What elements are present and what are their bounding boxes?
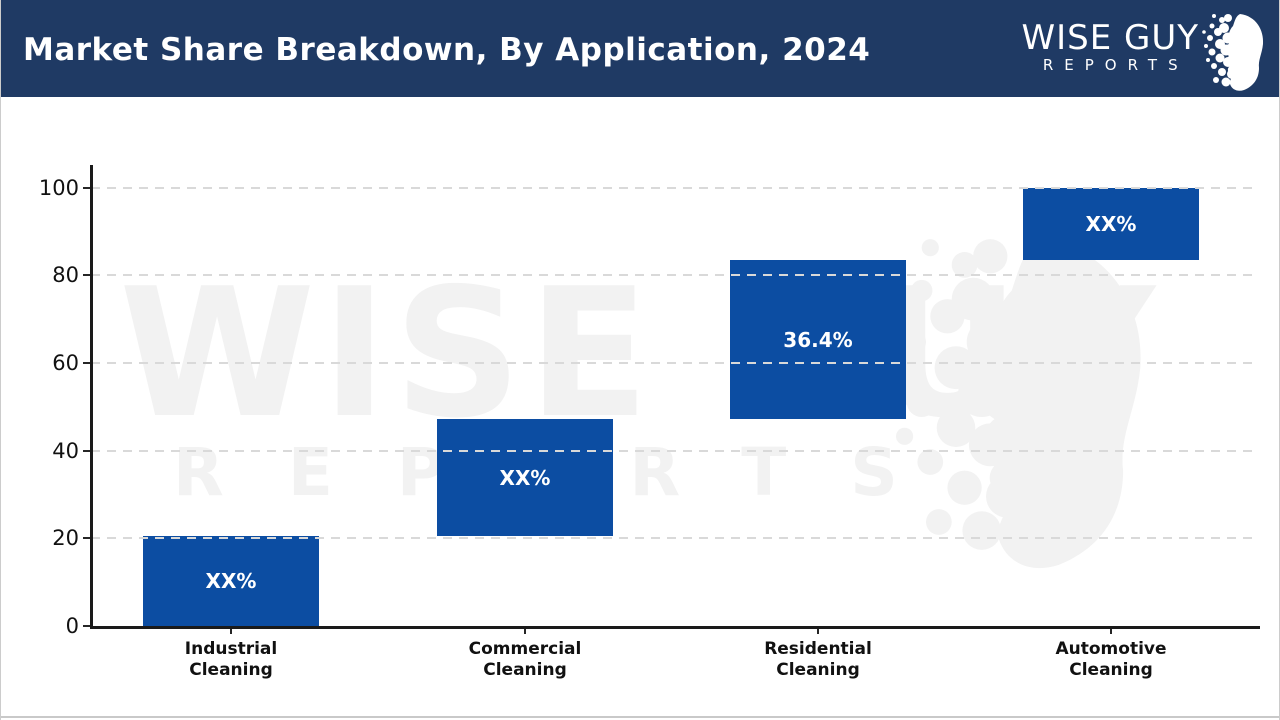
wiseguy-logo: WISE GUY REPORTS <box>1021 6 1269 92</box>
gridline <box>91 186 1257 189</box>
y-tick-label: 40 <box>52 438 79 463</box>
y-axis-spine <box>90 165 93 629</box>
bar-value-label: XX% <box>1085 211 1137 236</box>
x-tick-mark <box>524 627 526 634</box>
bar-value-label: XX% <box>499 465 551 490</box>
gridline <box>91 274 1257 277</box>
y-tick-label: 0 <box>65 614 79 638</box>
gridline <box>91 449 1257 452</box>
bar-value-label: 36.4% <box>783 327 853 352</box>
y-tick-mark <box>83 186 90 189</box>
gridline <box>91 361 1257 364</box>
bottom-border <box>1 716 1279 718</box>
y-tick-mark <box>83 625 90 627</box>
logo-wordmark: WISE GUY <box>1021 18 1199 58</box>
watermark-wordmark: WISE GUY <box>119 250 1161 457</box>
x-tick-mark <box>817 627 819 634</box>
x-category-label: Residential Cleaning <box>764 639 872 680</box>
y-tick-mark <box>83 537 90 540</box>
x-category-label: Automotive Cleaning <box>1055 639 1167 680</box>
x-tick-mark <box>1110 627 1112 634</box>
y-tick-label: 100 <box>38 175 79 200</box>
logo-tagline: REPORTS <box>1042 56 1189 74</box>
x-category-label: Industrial Cleaning <box>184 639 278 680</box>
x-tick-mark <box>230 627 232 634</box>
logo-face-icon <box>1202 14 1264 91</box>
y-tick-label: 60 <box>52 350 79 375</box>
page-title: Market Share Breakdown, By Application, … <box>23 32 871 68</box>
bar <box>730 259 906 420</box>
bar <box>437 419 613 536</box>
x-category-label: Commercial Cleaning <box>468 639 582 680</box>
bar <box>143 535 319 626</box>
y-tick-mark <box>83 274 90 277</box>
logo-text: WISE GUY REPORTS <box>1021 20 1199 74</box>
gridline <box>91 537 1257 540</box>
x-axis-spine <box>90 626 1260 629</box>
y-tick-mark <box>83 449 90 452</box>
y-tick-mark <box>83 361 90 364</box>
y-tick-label: 20 <box>52 526 79 551</box>
header: Market Share Breakdown, By Application, … <box>1 0 1279 97</box>
bar-value-label: XX% <box>205 568 257 593</box>
y-tick-label: 80 <box>52 263 79 288</box>
